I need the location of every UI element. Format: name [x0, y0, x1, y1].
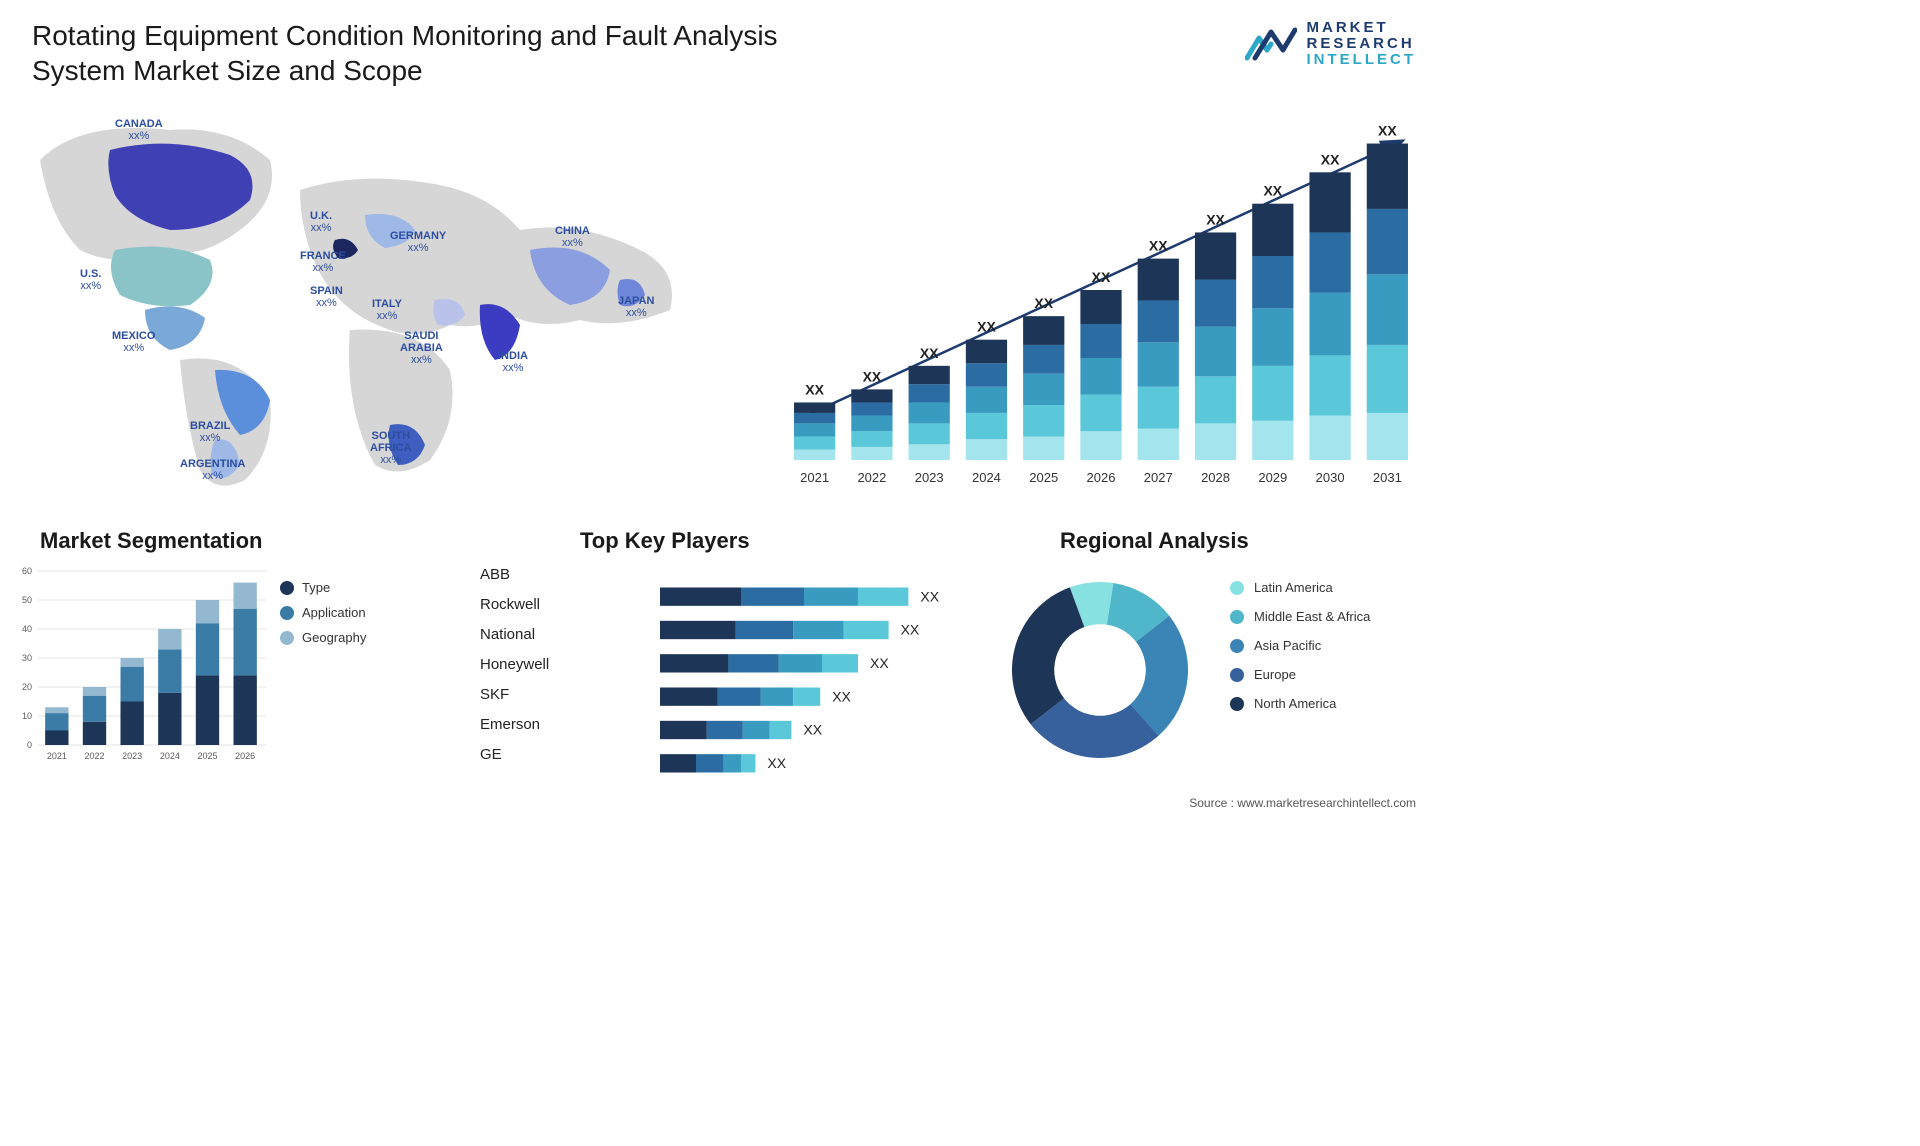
- svg-text:XX: XX: [863, 368, 882, 384]
- regional-legend-item: Latin America: [1230, 580, 1370, 595]
- svg-text:XX: XX: [920, 345, 939, 361]
- map-label-india: INDIAxx%: [498, 350, 528, 374]
- seg-legend-item: Geography: [280, 630, 366, 645]
- svg-text:XX: XX: [901, 622, 920, 638]
- key-player-name: Rockwell: [480, 590, 549, 620]
- svg-text:XX: XX: [803, 722, 822, 738]
- segmentation-title: Market Segmentation: [40, 528, 263, 554]
- map-label-u-k-: U.K.xx%: [310, 210, 332, 234]
- logo-mark-icon: [1245, 24, 1297, 64]
- map-label-saudi-arabia: SAUDIARABIAxx%: [400, 330, 443, 366]
- key-player-name: GE: [480, 740, 549, 770]
- svg-text:2023: 2023: [122, 751, 142, 761]
- logo-text-1: MARKET: [1307, 20, 1417, 36]
- world-map: CANADAxx% U.S.xx% MEXICOxx% BRAZILxx% ARGENT…: [20, 100, 760, 500]
- map-label-italy: ITALYxx%: [372, 298, 402, 322]
- svg-text:XX: XX: [1206, 211, 1225, 227]
- svg-text:10: 10: [22, 711, 32, 721]
- svg-text:2027: 2027: [1144, 470, 1173, 485]
- svg-text:2028: 2028: [1201, 470, 1230, 485]
- key-player-name: National: [480, 620, 549, 650]
- svg-text:XX: XX: [767, 755, 786, 771]
- map-label-spain: SPAINxx%: [310, 285, 343, 309]
- seg-legend-item: Type: [280, 580, 366, 595]
- svg-text:60: 60: [22, 566, 32, 576]
- key-players-names: ABBRockwellNationalHoneywellSKFEmersonGE: [480, 560, 549, 770]
- svg-text:XX: XX: [1092, 269, 1111, 285]
- regional-legend-item: Asia Pacific: [1230, 638, 1370, 653]
- regional-donut-svg: [1000, 570, 1200, 770]
- svg-text:2025: 2025: [1029, 470, 1058, 485]
- key-players-chart: XX XX XX XX XX XX: [660, 580, 980, 780]
- svg-text:XX: XX: [1149, 238, 1168, 254]
- svg-text:XX: XX: [920, 588, 939, 604]
- svg-text:XX: XX: [1321, 151, 1340, 167]
- map-label-china: CHINAxx%: [555, 225, 590, 249]
- svg-text:2022: 2022: [84, 751, 104, 761]
- key-player-name: SKF: [480, 680, 549, 710]
- regional-legend-item: North America: [1230, 696, 1370, 711]
- key-player-name: Emerson: [480, 710, 549, 740]
- seg-legend-item: Application: [280, 605, 366, 620]
- svg-text:2024: 2024: [160, 751, 180, 761]
- brand-logo: MARKET RESEARCH INTELLECT: [1245, 20, 1417, 67]
- svg-text:2029: 2029: [1258, 470, 1287, 485]
- key-players-svg: XX XX XX XX XX XX: [660, 580, 980, 780]
- logo-text-2: RESEARCH: [1307, 36, 1417, 52]
- logo-text-3: INTELLECT: [1307, 52, 1417, 68]
- market-size-chart: XX 2021 XX 2022 XX 2023 XX 2024 XX 2025 XX 2026 XX 20…: [786, 110, 1416, 490]
- svg-text:2024: 2024: [972, 470, 1001, 485]
- svg-text:XX: XX: [870, 655, 889, 671]
- svg-text:2021: 2021: [800, 470, 829, 485]
- svg-text:20: 20: [22, 682, 32, 692]
- key-player-name: Honeywell: [480, 650, 549, 680]
- regional-title: Regional Analysis: [1060, 528, 1249, 554]
- svg-text:30: 30: [22, 653, 32, 663]
- svg-text:XX: XX: [832, 688, 851, 704]
- svg-text:XX: XX: [1034, 295, 1053, 311]
- segmentation-svg: 0 10 20 30 40 50 60 2021 2022 2023 2024 2025 2026: [10, 565, 270, 765]
- map-label-germany: GERMANYxx%: [390, 230, 446, 254]
- svg-text:2023: 2023: [915, 470, 944, 485]
- map-label-argentina: ARGENTINAxx%: [180, 458, 245, 482]
- svg-text:2030: 2030: [1316, 470, 1345, 485]
- map-label-france: FRANCExx%: [300, 250, 346, 274]
- svg-text:XX: XX: [977, 319, 996, 335]
- svg-text:50: 50: [22, 595, 32, 605]
- svg-text:0: 0: [27, 740, 32, 750]
- map-label-mexico: MEXICOxx%: [112, 330, 155, 354]
- regional-legend-item: Middle East & Africa: [1230, 609, 1370, 624]
- source-line: Source : www.marketresearchintellect.com: [1189, 796, 1416, 810]
- segmentation-legend: Type Application Geography: [280, 580, 366, 655]
- svg-text:2025: 2025: [197, 751, 217, 761]
- svg-text:XX: XX: [1263, 183, 1282, 199]
- segmentation-chart: 0 10 20 30 40 50 60 2021 2022 2023 2024 2025 2026: [10, 565, 270, 765]
- key-players-title: Top Key Players: [580, 528, 750, 554]
- svg-text:2022: 2022: [857, 470, 886, 485]
- key-player-name: ABB: [480, 560, 549, 590]
- map-label-south-africa: SOUTHAFRICAxx%: [370, 430, 412, 466]
- map-label-u-s-: U.S.xx%: [80, 268, 101, 292]
- regional-legend-item: Europe: [1230, 667, 1370, 682]
- svg-text:40: 40: [22, 624, 32, 634]
- map-label-japan: JAPANxx%: [618, 295, 654, 319]
- svg-text:XX: XX: [1378, 123, 1397, 139]
- regional-legend: Latin America Middle East & Africa Asia Pa…: [1230, 580, 1370, 725]
- svg-text:2021: 2021: [47, 751, 67, 761]
- svg-text:XX: XX: [805, 381, 824, 397]
- svg-text:2026: 2026: [235, 751, 255, 761]
- svg-text:2031: 2031: [1373, 470, 1402, 485]
- svg-text:2026: 2026: [1087, 470, 1116, 485]
- map-label-brazil: BRAZILxx%: [190, 420, 230, 444]
- map-label-canada: CANADAxx%: [115, 118, 163, 142]
- page-title: Rotating Equipment Condition Monitoring …: [32, 18, 792, 88]
- market-size-svg: XX 2021 XX 2022 XX 2023 XX 2024 XX 2025 XX 2026 XX 20…: [786, 110, 1416, 490]
- regional-donut: [1000, 570, 1200, 770]
